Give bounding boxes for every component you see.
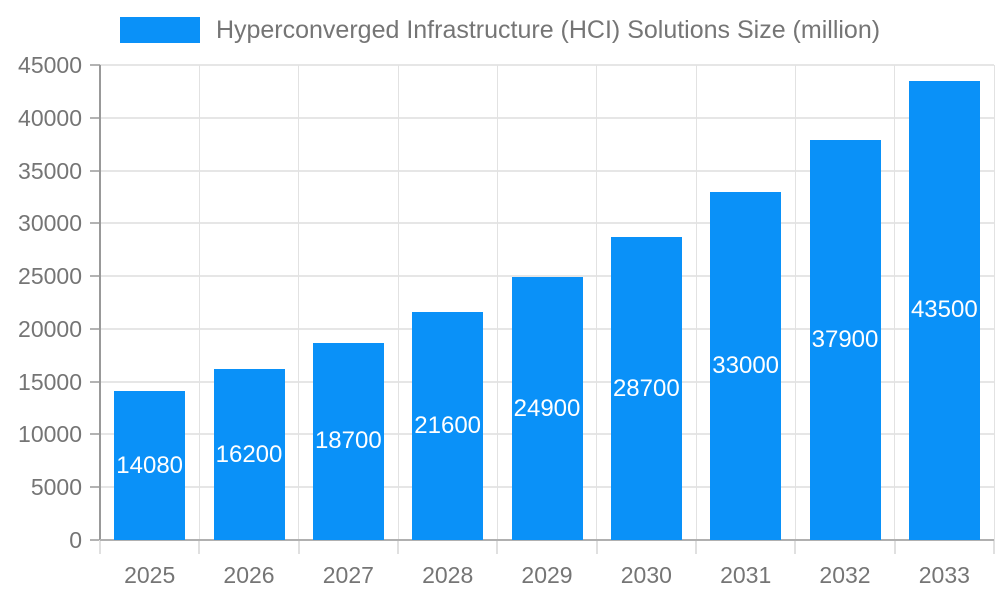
y-axis-tick [90, 539, 100, 541]
y-axis-tick [90, 433, 100, 436]
x-axis-category-label: 2029 [521, 562, 573, 588]
bar-value-label: 37900 [811, 325, 879, 353]
x-axis-tick [695, 540, 697, 554]
bar-value-label: 28700 [612, 374, 680, 402]
y-axis-tick [90, 116, 100, 119]
gridline-vertical [198, 65, 200, 540]
bar-value-label: 33000 [712, 351, 780, 379]
y-axis-line [99, 65, 101, 540]
gridline-vertical [894, 65, 896, 540]
gridline-horizontal [100, 116, 994, 119]
x-axis-tick [595, 540, 598, 554]
x-axis-category-label: 2030 [620, 562, 672, 588]
x-axis-tick [993, 540, 995, 554]
bar-value-label: 14080 [116, 451, 184, 479]
y-axis-tick-label: 40000 [18, 104, 82, 131]
y-axis-tick-label: 10000 [18, 421, 82, 448]
bar-value-label: 21600 [414, 412, 482, 439]
y-axis-tick [90, 275, 100, 278]
x-axis-category-label: 2031 [720, 562, 772, 588]
gridline-vertical [794, 65, 796, 540]
legend-swatch-icon [119, 17, 200, 43]
gridline-vertical [496, 65, 498, 540]
y-axis-tick-label: 5000 [30, 474, 82, 501]
gridline-horizontal [100, 169, 994, 172]
x-axis-tick [397, 540, 399, 554]
bar-value-label: 43500 [910, 296, 978, 324]
y-axis-tick [90, 327, 100, 330]
bar[interactable] [809, 139, 881, 540]
x-axis-tick [496, 540, 499, 554]
bar[interactable] [908, 80, 980, 540]
gridline-horizontal [100, 64, 994, 66]
bar[interactable] [213, 369, 285, 540]
legend-series-label: Hyperconverged Infrastructure (HCI) Solu… [215, 15, 881, 44]
y-axis-tick-label: 20000 [18, 315, 82, 342]
gridline-vertical [695, 65, 697, 540]
bar-value-label: 24900 [513, 394, 581, 422]
y-axis-tick [90, 380, 100, 383]
x-axis-tick [893, 540, 896, 554]
bar[interactable] [710, 191, 782, 540]
y-axis-tick [90, 169, 100, 172]
legend[interactable]: Hyperconverged Infrastructure (HCI) Solu… [0, 14, 1000, 46]
x-axis-category-label: 2027 [322, 562, 374, 588]
gridline-vertical [397, 65, 399, 540]
x-axis-tick [794, 540, 797, 554]
bar[interactable] [312, 342, 384, 540]
x-axis-category-label: 2026 [223, 562, 275, 588]
y-axis-tick-label: 0 [69, 527, 82, 553]
bar-value-label: 16200 [215, 440, 283, 468]
x-axis-tick [297, 540, 300, 554]
x-axis-category-label: 2033 [918, 562, 970, 588]
bar[interactable] [114, 391, 186, 540]
gridline-horizontal [100, 275, 994, 278]
gridline-vertical [993, 65, 995, 540]
y-axis-tick-label: 35000 [18, 157, 82, 184]
x-axis-category-label: 2028 [422, 562, 474, 588]
y-axis-tick [90, 486, 100, 489]
y-axis-tick-label: 25000 [18, 263, 82, 290]
y-axis-tick-label: 45000 [18, 52, 82, 78]
x-axis-baseline [100, 539, 994, 541]
gridline-vertical [298, 65, 300, 540]
x-axis-category-label: 2025 [124, 562, 176, 588]
x-axis-category-label: 2032 [819, 562, 871, 588]
y-axis-tick-label: 30000 [18, 210, 82, 237]
bar[interactable] [610, 237, 682, 540]
gridline-vertical [596, 65, 598, 540]
y-axis-tick [90, 222, 100, 225]
y-axis-tick-label: 15000 [18, 368, 82, 395]
bar[interactable] [511, 277, 583, 540]
gridline-horizontal [100, 222, 994, 225]
y-axis-tick [90, 64, 100, 66]
x-axis-tick [198, 540, 201, 554]
bar[interactable] [412, 312, 484, 540]
bar-value-label: 18700 [314, 427, 382, 455]
x-axis-tick [99, 540, 101, 554]
